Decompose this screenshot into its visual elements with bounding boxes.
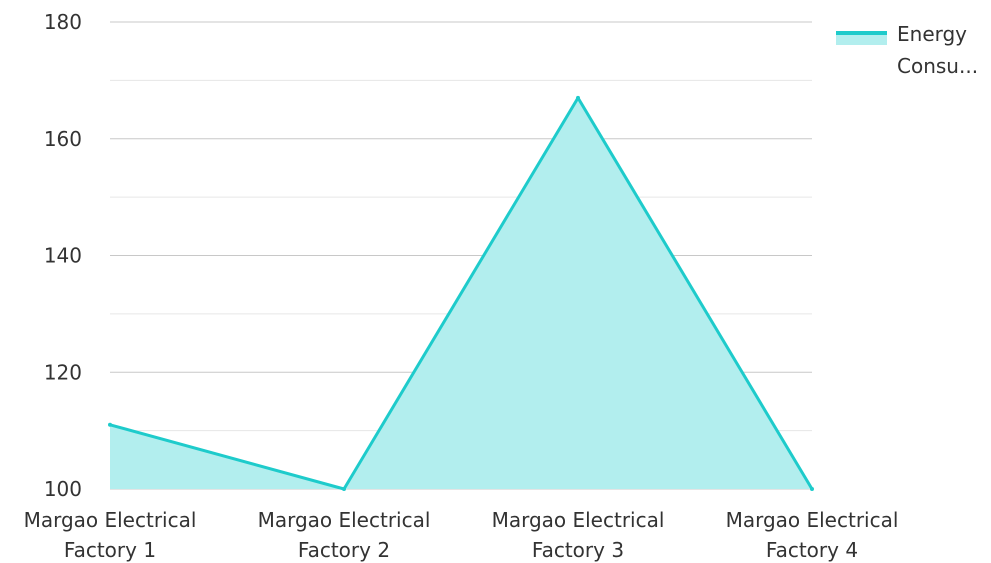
- x-category-label: Margao Electrical Factory 3: [492, 508, 665, 562]
- y-tick-label: 100: [44, 477, 82, 501]
- x-axis-ticks: Margao Electrical Factory 1 Margao Electri…: [24, 508, 899, 562]
- legend: Energy Consu...: [836, 22, 978, 78]
- y-tick-label: 140: [44, 244, 82, 268]
- x-category-label: Margao Electrical Factory 2: [258, 508, 431, 562]
- y-axis-ticks: 100 120 140 160 180: [44, 10, 82, 501]
- x-category-label: Margao Electrical Factory 1: [24, 508, 197, 562]
- y-tick-label: 180: [44, 10, 82, 34]
- legend-label: Energy Consu...: [897, 22, 978, 78]
- data-point-1: [108, 422, 112, 427]
- series-line: [109, 96, 814, 491]
- data-point-3: [576, 95, 580, 100]
- legend-swatch-line: [836, 31, 887, 35]
- data-point-4: [810, 487, 814, 491]
- y-tick-label: 120: [44, 360, 82, 384]
- plot-area: [108, 95, 814, 491]
- x-category-label: Margao Electrical Factory 4: [726, 508, 899, 562]
- data-point-2: [342, 487, 346, 491]
- grid-lines: [110, 21, 812, 490]
- y-tick-label: 160: [44, 127, 82, 151]
